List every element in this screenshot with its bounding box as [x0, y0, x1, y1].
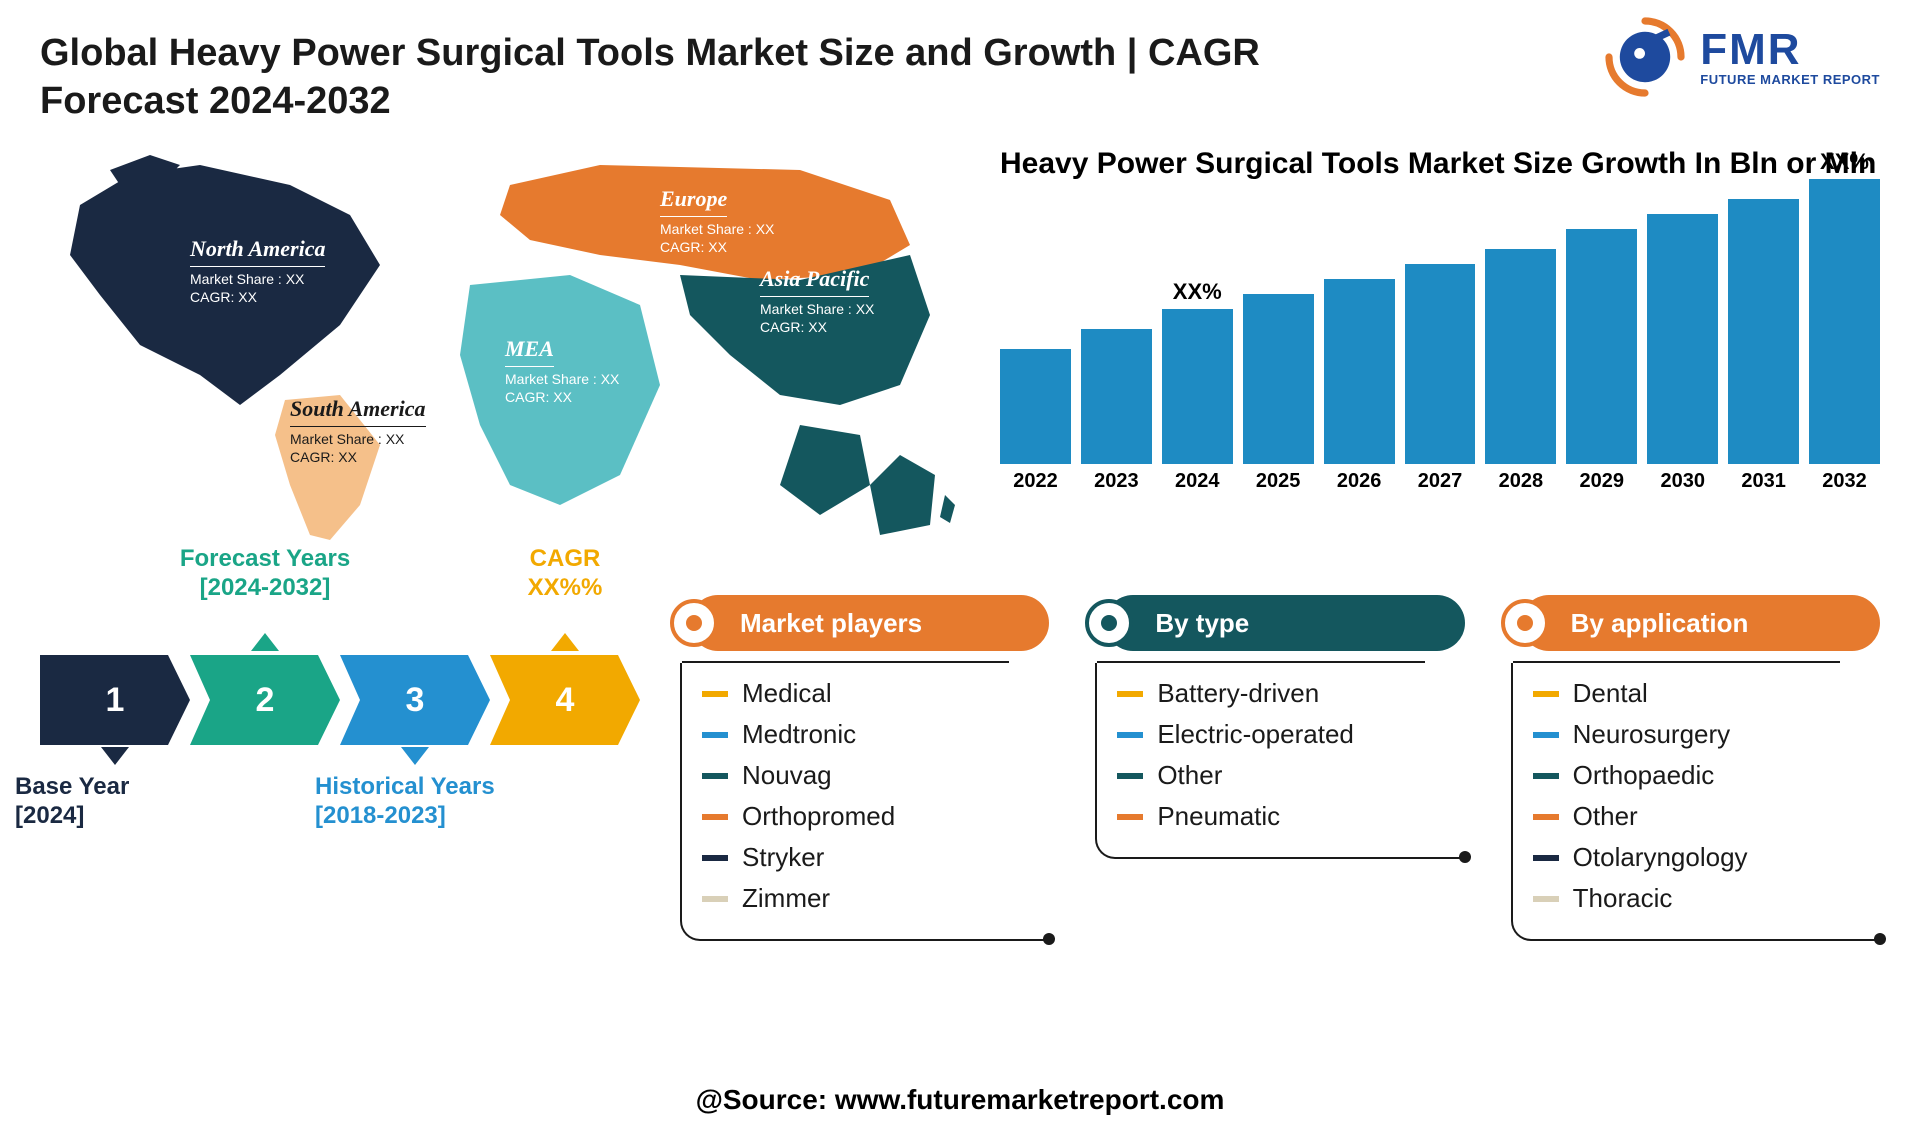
region-label-europe: EuropeMarket Share : XXCAGR: XX [660, 185, 774, 256]
category-body: MedicalMedtronicNouvagOrthopromedStryker… [680, 663, 1049, 941]
category-item: Other [1533, 796, 1870, 837]
bar-2025: 2025 [1243, 294, 1314, 493]
logo-text-sub: FUTURE MARKET REPORT [1700, 72, 1880, 87]
bar-2031: 2031 [1728, 199, 1799, 493]
tick-icon [702, 814, 728, 820]
timeline-seg-3: 3 [340, 655, 490, 745]
tick-icon [1533, 855, 1559, 861]
category-item: Zimmer [702, 878, 1039, 919]
category-pill: By type [1105, 595, 1464, 651]
category-circle-icon [670, 599, 718, 647]
timeline-seg-1: 1 [40, 655, 190, 745]
timeline-triangle-up [251, 633, 279, 651]
category-pill: Market players [690, 595, 1049, 651]
timeline-triangle-down [401, 747, 429, 765]
tick-icon [1533, 896, 1559, 902]
category-by-type: By type Battery-drivenElectric-operatedO… [1085, 595, 1464, 941]
category-item: Orthopromed [702, 796, 1039, 837]
logo-text-main: FMR [1700, 28, 1801, 72]
bar-2028: 2028 [1485, 249, 1556, 493]
category-item: Other [1117, 755, 1454, 796]
tick-icon [1117, 773, 1143, 779]
tick-icon [702, 773, 728, 779]
timeline-seg-4: 4 [490, 655, 640, 745]
bar-2022: 2022 [1000, 349, 1071, 493]
timeline: 1234 Forecast Years[2024-2032]CAGRXX%%Ba… [40, 595, 640, 941]
category-item: Dental [1533, 673, 1870, 714]
timeline-bottom-label: Base Year[2024] [15, 773, 235, 831]
tick-icon [1533, 814, 1559, 820]
growth-bar-chart: Heavy Power Surgical Tools Market Size G… [1000, 145, 1880, 545]
timeline-triangle-down [101, 747, 129, 765]
bar-2023: 2023 [1081, 329, 1152, 493]
category-item: Medtronic [702, 714, 1039, 755]
tick-icon [702, 855, 728, 861]
region-label-asia-pacific: Asia PacificMarket Share : XXCAGR: XX [760, 265, 874, 336]
category-item: Thoracic [1533, 878, 1870, 919]
timeline-top-label: CAGRXX%% [475, 545, 655, 603]
bar-2032: XX%2032 [1809, 149, 1880, 493]
category-market-players: Market players MedicalMedtronicNouvagOrt… [670, 595, 1049, 941]
tick-icon [1533, 773, 1559, 779]
bar-2029: 2029 [1566, 229, 1637, 493]
bar-2024: XX%2024 [1162, 279, 1233, 493]
category-circle-icon [1085, 599, 1133, 647]
category-item: Battery-driven [1117, 673, 1454, 714]
timeline-bottom-label: Historical Years[2018-2023] [315, 773, 535, 831]
category-item: Otolaryngology [1533, 837, 1870, 878]
chart-title: Heavy Power Surgical Tools Market Size G… [1000, 145, 1880, 183]
category-pill: By application [1521, 595, 1880, 651]
tick-icon [1117, 732, 1143, 738]
tick-icon [1117, 814, 1143, 820]
region-label-south-america: South AmericaMarket Share : XXCAGR: XX [290, 395, 426, 466]
timeline-triangle-up [551, 633, 579, 651]
tick-icon [1533, 732, 1559, 738]
bar-2026: 2026 [1324, 279, 1395, 493]
category-item: Orthopaedic [1533, 755, 1870, 796]
tick-icon [1533, 691, 1559, 697]
source-line: @Source: www.futuremarketreport.com [0, 1084, 1920, 1116]
timeline-top-label: Forecast Years[2024-2032] [175, 545, 355, 603]
world-map: North AmericaMarket Share : XXCAGR: XX So… [40, 145, 970, 545]
category-item: Medical [702, 673, 1039, 714]
category-circle-icon [1501, 599, 1549, 647]
category-item: Neurosurgery [1533, 714, 1870, 755]
category-body: DentalNeurosurgeryOrthopaedicOtherOtolar… [1511, 663, 1880, 941]
tick-icon [702, 732, 728, 738]
category-item: Electric-operated [1117, 714, 1454, 755]
category-item: Nouvag [702, 755, 1039, 796]
category-body: Battery-drivenElectric-operatedOtherPneu… [1095, 663, 1464, 859]
fmr-logo-icon [1600, 12, 1690, 102]
tick-icon [702, 691, 728, 697]
logo: FMR FUTURE MARKET REPORT [1600, 12, 1880, 102]
region-label-mea: MEAMarket Share : XXCAGR: XX [505, 335, 619, 406]
tick-icon [1117, 691, 1143, 697]
page-title: Global Heavy Power Surgical Tools Market… [40, 30, 1290, 125]
bar-2027: 2027 [1405, 264, 1476, 493]
region-label-north-america: North AmericaMarket Share : XXCAGR: XX [190, 235, 325, 306]
timeline-seg-2: 2 [190, 655, 340, 745]
category-item: Stryker [702, 837, 1039, 878]
category-by-application: By application DentalNeurosurgeryOrthopa… [1501, 595, 1880, 941]
bar-2030: 2030 [1647, 214, 1718, 493]
category-item: Pneumatic [1117, 796, 1454, 837]
tick-icon [702, 896, 728, 902]
